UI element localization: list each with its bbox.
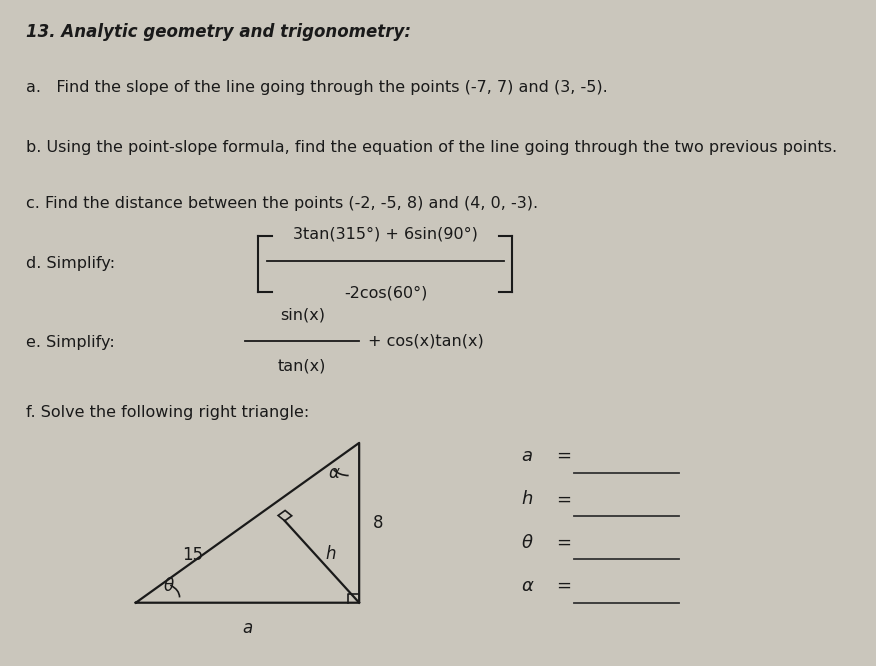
- Text: $\theta$: $\theta$: [163, 577, 175, 595]
- Text: -2cos(60°): -2cos(60°): [343, 285, 427, 300]
- Text: e. Simplify:: e. Simplify:: [26, 335, 115, 350]
- Text: b. Using the point-slope formula, find the equation of the line going through th: b. Using the point-slope formula, find t…: [26, 140, 837, 155]
- Text: h: h: [326, 545, 336, 563]
- Text: a.   Find the slope of the line going through the points (-7, 7) and (3, -5).: a. Find the slope of the line going thro…: [26, 80, 608, 95]
- Text: 8: 8: [373, 513, 384, 532]
- Text: =: =: [556, 577, 571, 595]
- Text: d. Simplify:: d. Simplify:: [26, 256, 116, 272]
- Text: $\theta$: $\theta$: [521, 533, 533, 552]
- Text: 3tan(315°) + 6sin(90°): 3tan(315°) + 6sin(90°): [293, 226, 478, 241]
- Text: $\alpha$: $\alpha$: [328, 464, 341, 482]
- Text: 15: 15: [182, 546, 203, 564]
- Text: a: a: [521, 447, 533, 466]
- Text: 13. Analytic geometry and trigonometry:: 13. Analytic geometry and trigonometry:: [26, 23, 411, 41]
- Text: f. Solve the following right triangle:: f. Solve the following right triangle:: [26, 405, 309, 420]
- Text: c. Find the distance between the points (-2, -5, 8) and (4, 0, -3).: c. Find the distance between the points …: [26, 196, 539, 212]
- Text: h: h: [521, 490, 533, 509]
- Text: sin(x): sin(x): [279, 307, 325, 322]
- Text: a: a: [243, 619, 252, 637]
- Text: + cos(x)tan(x): + cos(x)tan(x): [368, 334, 484, 348]
- Text: tan(x): tan(x): [278, 358, 327, 374]
- Text: $\alpha$: $\alpha$: [521, 577, 535, 595]
- Text: =: =: [556, 533, 571, 552]
- Text: =: =: [556, 490, 571, 509]
- Text: =: =: [556, 447, 571, 466]
